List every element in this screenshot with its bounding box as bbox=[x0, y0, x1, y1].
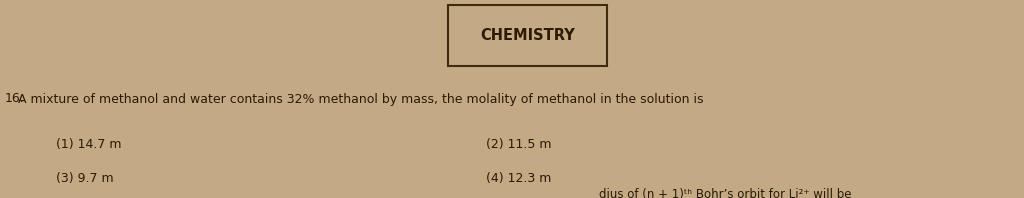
FancyBboxPatch shape bbox=[449, 5, 606, 66]
Text: (4) 12.3 m: (4) 12.3 m bbox=[486, 172, 552, 185]
Text: A mixture of methanol and water contains 32% methanol by mass, the molality of m: A mixture of methanol and water contains… bbox=[10, 92, 703, 106]
Text: dius of (n + 1)ᵗʰ Bohr’s orbit for Li²⁺ will be: dius of (n + 1)ᵗʰ Bohr’s orbit for Li²⁺ … bbox=[599, 188, 852, 198]
Text: CHEMISTRY: CHEMISTRY bbox=[480, 28, 574, 43]
Text: 16.: 16. bbox=[5, 92, 25, 106]
Text: (2) 11.5 m: (2) 11.5 m bbox=[486, 138, 552, 151]
Text: (3) 9.7 m: (3) 9.7 m bbox=[56, 172, 114, 185]
Text: (1) 14.7 m: (1) 14.7 m bbox=[56, 138, 122, 151]
